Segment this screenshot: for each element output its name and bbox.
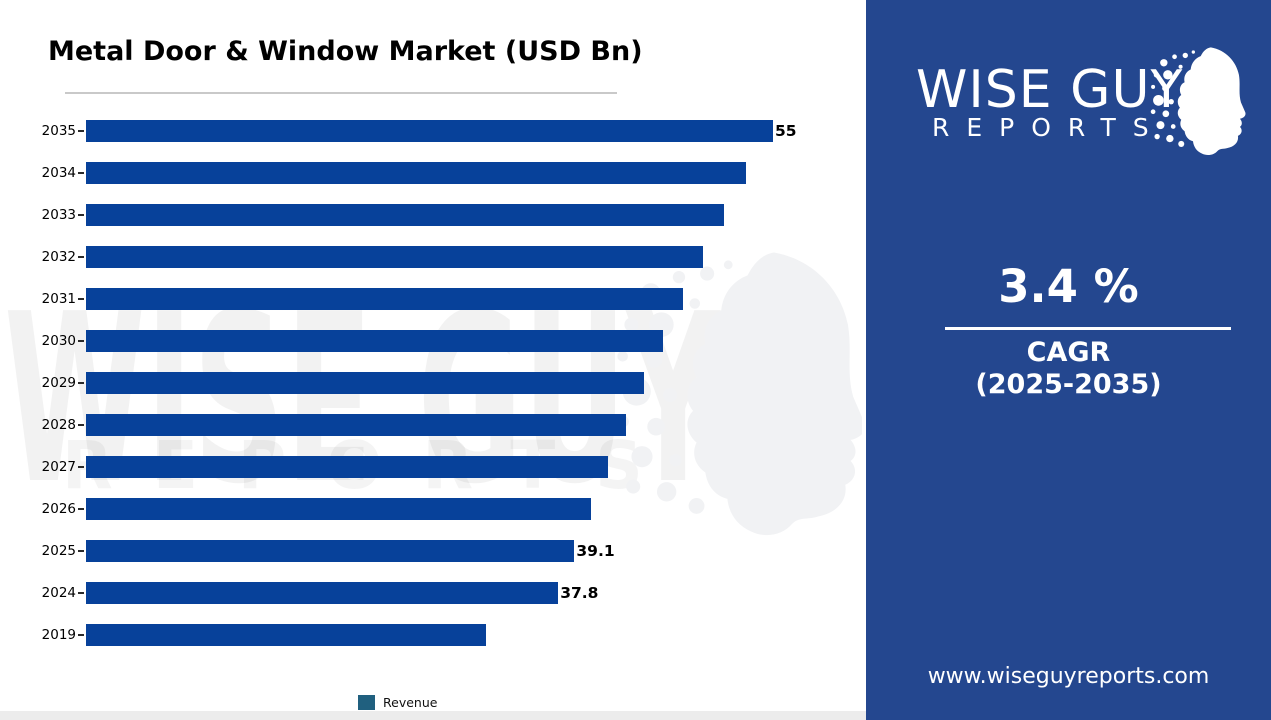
y-axis-tick [78, 256, 84, 258]
legend-swatch [358, 695, 375, 710]
revenue-bar [86, 498, 591, 520]
legend-label: Revenue [383, 695, 438, 710]
website-url: www.wiseguyreports.com [927, 664, 1210, 689]
y-axis-label: 2031 [41, 291, 76, 307]
y-axis-label: 2034 [41, 165, 76, 181]
revenue-bar [86, 582, 559, 604]
y-axis-label: 2030 [41, 333, 76, 349]
chart-row: 2030 [0, 320, 866, 362]
logo-subtext: REPORTS [932, 113, 1166, 142]
chart-row: 2025 39.1 [0, 530, 866, 572]
chart-row: 2024 37.8 [0, 572, 866, 614]
revenue-bar [86, 204, 725, 226]
revenue-bar [86, 540, 575, 562]
revenue-bar [86, 162, 746, 184]
bar-value-label: 55 [775, 122, 797, 140]
chart-row: 2034 [0, 152, 866, 194]
y-axis-tick [78, 130, 84, 132]
y-axis-label: 2024 [41, 585, 76, 601]
bar-value-label: 37.8 [560, 584, 599, 602]
chart-row: 2028 [0, 404, 866, 446]
y-axis-tick [78, 214, 84, 216]
chart-row: 2026 [0, 488, 866, 530]
revenue-bar [86, 120, 773, 142]
y-axis-tick [78, 466, 84, 468]
y-axis-tick [78, 424, 84, 426]
y-axis-tick [78, 550, 84, 552]
logo-wordmark: WISE GUY [916, 60, 1184, 120]
y-axis-tick [78, 634, 84, 636]
cagr-label: CAGR [1026, 337, 1111, 368]
cagr-value: 3.4 % [998, 260, 1139, 313]
y-axis-label: 2027 [41, 459, 76, 475]
chart-row: 2029 [0, 362, 866, 404]
y-axis-tick [78, 508, 84, 510]
y-axis-tick [78, 382, 84, 384]
y-axis-tick [78, 172, 84, 174]
y-axis-tick [78, 298, 84, 300]
legend: Revenue [358, 695, 437, 710]
revenue-bar [86, 624, 486, 646]
revenue-bar [86, 288, 684, 310]
y-axis-tick [78, 340, 84, 342]
revenue-bar [86, 414, 626, 436]
bar-value-label: 39.1 [576, 542, 615, 560]
y-axis-label: 2025 [41, 543, 76, 559]
y-axis-label: 2035 [41, 123, 76, 139]
y-axis-label: 2026 [41, 501, 76, 517]
logo-head-icon [1150, 47, 1246, 156]
chart-row: 2032 [0, 236, 866, 278]
chart-row: 2031 [0, 278, 866, 320]
revenue-bar [86, 456, 609, 478]
y-axis-label: 2029 [41, 375, 76, 391]
y-axis-label: 2028 [41, 417, 76, 433]
y-axis-label: 2019 [41, 627, 76, 643]
title-underline [65, 92, 617, 94]
bottom-edge-strip [0, 711, 866, 720]
revenue-bar [86, 330, 664, 352]
cagr-range: (2025-2035) [975, 369, 1162, 400]
revenue-bar [86, 246, 704, 268]
cagr-divider [945, 327, 1231, 330]
chart-title: Metal Door & Window Market (USD Bn) [48, 36, 643, 67]
y-axis-label: 2033 [41, 207, 76, 223]
y-axis-label: 2032 [41, 249, 76, 265]
chart-area: Metal Door & Window Market (USD Bn) WISE… [0, 36, 866, 720]
chart-row: 2019 [0, 614, 866, 656]
bar-rows: 2035 55 2034 2033 2032 2031 2030 2029 2028 2027 20… [0, 110, 866, 656]
brand-panel: WISE GUY REPORTS 3.4 % CAGR (2025-2035) … [866, 0, 1271, 720]
y-axis-tick [78, 592, 84, 594]
chart-row: 2033 [0, 194, 866, 236]
chart-row: 2027 [0, 446, 866, 488]
revenue-bar [86, 372, 645, 394]
chart-row: 2035 55 [0, 110, 866, 152]
